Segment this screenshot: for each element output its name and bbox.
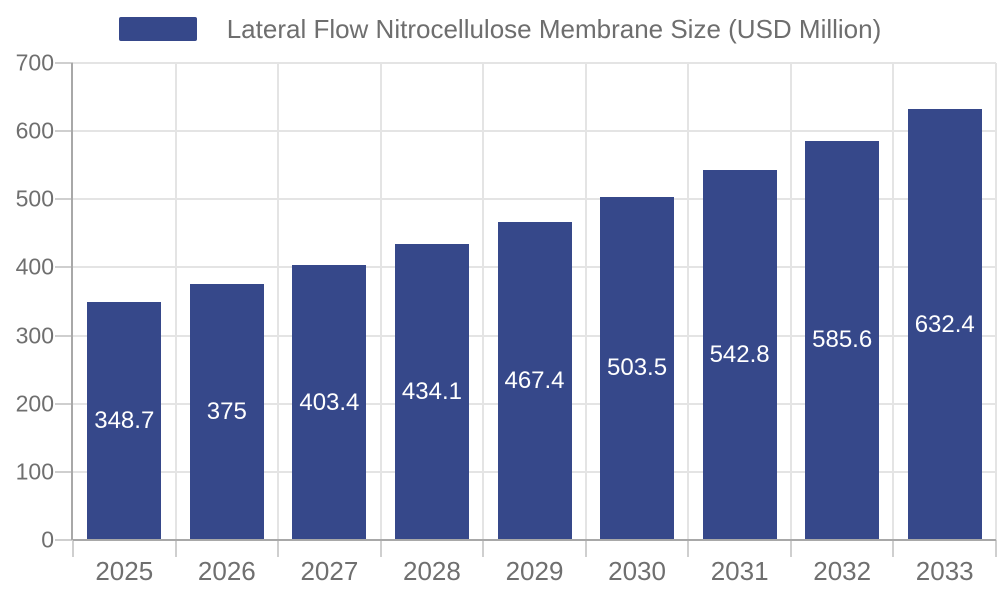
y-axis-label-200: 200 xyxy=(15,390,54,417)
y-axis-label-600: 600 xyxy=(15,117,54,144)
x-axis-label-2027: 2027 xyxy=(300,556,359,586)
y-tick-0 xyxy=(55,539,73,541)
bar-value-2029: 467.4 xyxy=(504,366,565,394)
bar-value-2027: 403.4 xyxy=(299,388,360,416)
gridline-v-3 xyxy=(379,63,382,540)
x-axis-label-2026: 2026 xyxy=(197,556,256,586)
y-axis-label-500: 500 xyxy=(15,185,54,212)
y-tick-700 xyxy=(55,62,73,64)
y-axis-label-400: 400 xyxy=(15,253,54,280)
gridline-v-6 xyxy=(687,63,690,540)
y-axis-label-0: 0 xyxy=(41,526,54,553)
x-tick-7 xyxy=(789,540,792,557)
gridline-v-9 xyxy=(995,63,997,540)
bar-value-2025: 348.7 xyxy=(94,407,155,435)
bar-2029[interactable] xyxy=(497,221,572,539)
x-axis-label-2032: 2032 xyxy=(813,556,872,586)
bar-2027[interactable] xyxy=(292,265,367,539)
x-axis-label-2031: 2031 xyxy=(710,556,769,586)
x-tick-5 xyxy=(584,540,587,557)
bar-2031[interactable] xyxy=(702,170,777,539)
gridline-v-1 xyxy=(174,63,177,540)
x-tick-2 xyxy=(277,540,280,557)
x-tick-6 xyxy=(687,540,690,557)
gridline-v-7 xyxy=(789,63,792,540)
bar-2033[interactable] xyxy=(907,109,982,539)
legend-swatch xyxy=(118,17,197,41)
x-axis-label-2025: 2025 xyxy=(95,556,154,586)
chart-legend[interactable]: Lateral Flow Nitrocellulose Membrane Siz… xyxy=(0,15,1000,43)
bar-2025[interactable] xyxy=(87,302,162,539)
x-tick-9 xyxy=(995,540,997,557)
x-axis-line xyxy=(73,539,996,541)
x-tick-0 xyxy=(72,540,74,557)
bar-2030[interactable] xyxy=(600,196,675,539)
x-tick-8 xyxy=(892,540,895,557)
x-tick-3 xyxy=(379,540,382,557)
y-axis-label-300: 300 xyxy=(15,322,54,349)
bar-value-2032: 585.6 xyxy=(812,326,873,354)
gridline-v-2 xyxy=(277,63,280,540)
bar-value-2030: 503.5 xyxy=(607,354,668,382)
x-tick-1 xyxy=(174,540,177,557)
y-tick-400 xyxy=(55,266,73,269)
gridline-v-8 xyxy=(892,63,895,540)
x-axis-label-2030: 2030 xyxy=(608,556,666,586)
y-tick-200 xyxy=(55,402,73,405)
gridline-v-5 xyxy=(584,63,587,540)
y-axis-label-100: 100 xyxy=(15,458,54,485)
y-tick-300 xyxy=(55,334,73,337)
y-axis-line xyxy=(71,63,73,540)
bar-value-2026: 375 xyxy=(206,398,247,426)
x-axis-label-2029: 2029 xyxy=(505,556,564,586)
legend-label: Lateral Flow Nitrocellulose Membrane Siz… xyxy=(226,14,882,44)
bar-value-2033: 632.4 xyxy=(914,310,975,338)
y-tick-100 xyxy=(55,470,73,473)
bar-2032[interactable] xyxy=(805,140,880,539)
x-tick-4 xyxy=(482,540,485,557)
y-tick-500 xyxy=(55,198,73,201)
gridline-h-700 xyxy=(73,62,996,64)
y-tick-600 xyxy=(55,130,73,133)
gridline-h-600 xyxy=(73,130,996,133)
gridline-h-500 xyxy=(73,198,996,201)
bar-2026[interactable] xyxy=(189,284,264,539)
gridline-v-4 xyxy=(482,63,485,540)
y-axis-label-700: 700 xyxy=(15,49,54,76)
bar-value-2031: 542.8 xyxy=(709,341,770,369)
x-axis-label-2028: 2028 xyxy=(403,556,461,586)
x-axis-label-2033: 2033 xyxy=(915,556,974,586)
bar-value-2028: 434.1 xyxy=(401,378,462,406)
bar-2028[interactable] xyxy=(394,244,469,539)
